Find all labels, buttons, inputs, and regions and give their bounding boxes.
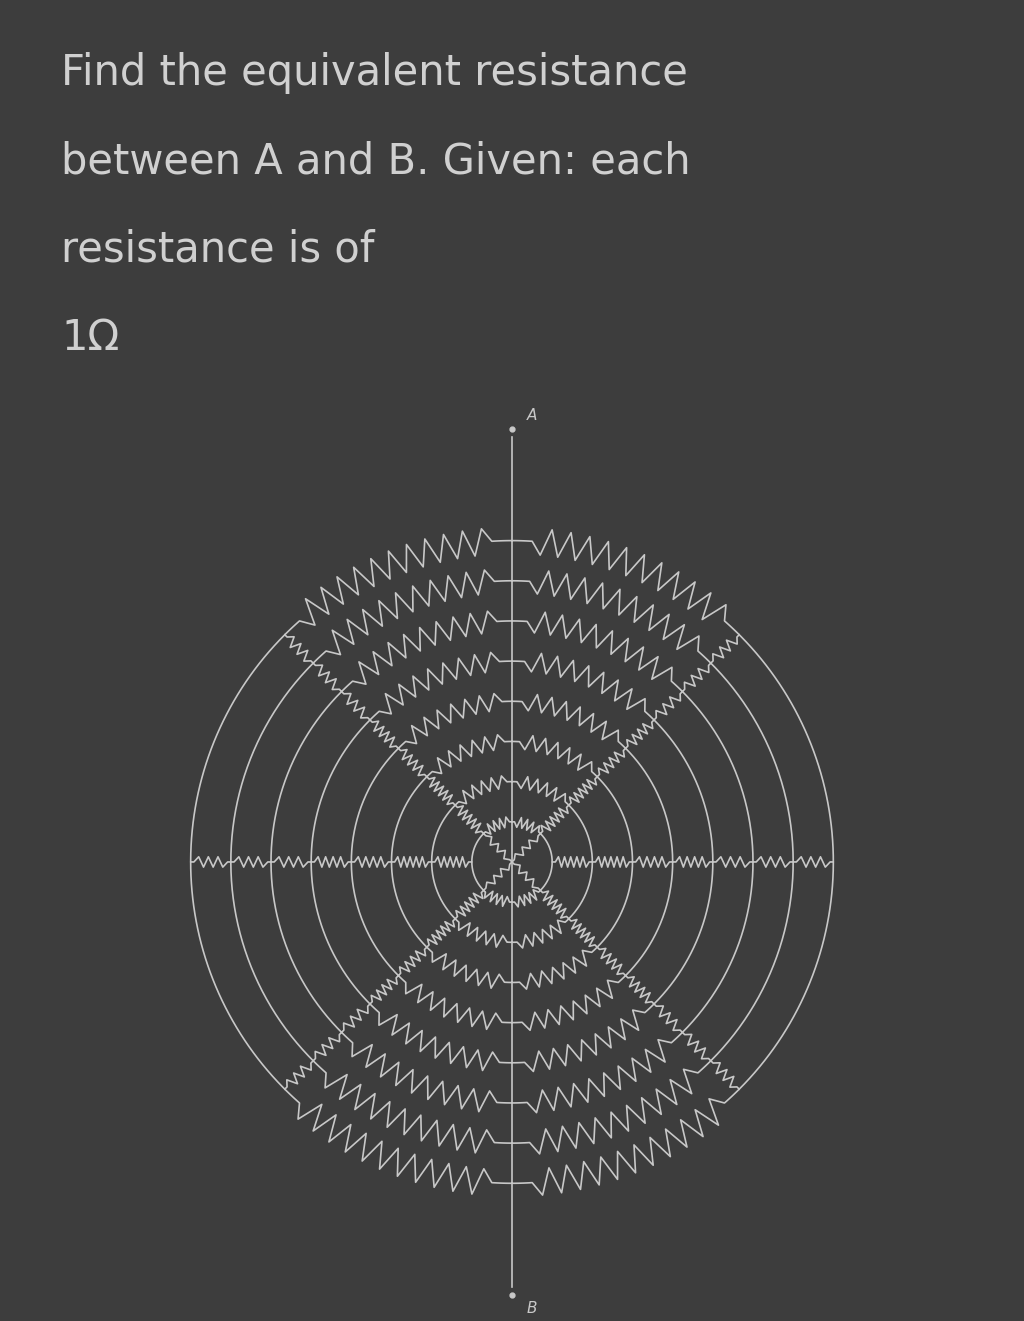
Text: between A and B. Given: each: between A and B. Given: each — [61, 140, 691, 182]
Text: B: B — [526, 1301, 537, 1316]
Text: Find the equivalent resistance: Find the equivalent resistance — [61, 52, 688, 94]
Text: resistance is of: resistance is of — [61, 229, 375, 271]
Text: 1Ω: 1Ω — [61, 317, 120, 359]
Text: A: A — [526, 408, 537, 423]
